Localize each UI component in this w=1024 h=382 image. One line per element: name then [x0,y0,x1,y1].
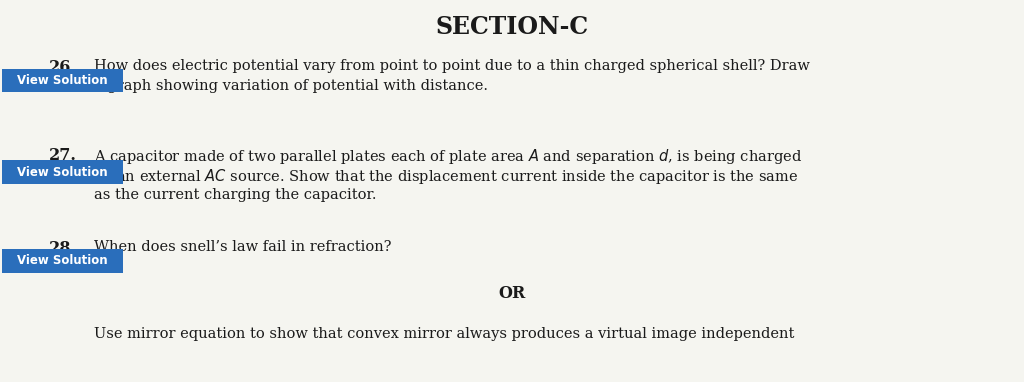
Text: 27.: 27. [49,147,77,164]
Text: as the current charging the capacitor.: as the current charging the capacitor. [94,188,377,202]
Text: 28.: 28. [49,240,77,257]
Text: View Solution: View Solution [17,74,108,87]
Text: View Solution: View Solution [17,166,108,179]
Text: OR: OR [499,285,525,302]
Text: a graph showing variation of potential with distance.: a graph showing variation of potential w… [94,79,488,93]
FancyBboxPatch shape [2,69,123,92]
Text: When does snell’s law fail in refraction?: When does snell’s law fail in refraction… [94,240,392,254]
Text: A capacitor made of two parallel plates each of plate area $A$ and separation $d: A capacitor made of two parallel plates … [94,147,803,166]
Text: 26.: 26. [49,59,77,76]
Text: SECTION-C: SECTION-C [435,15,589,39]
FancyBboxPatch shape [2,249,123,273]
Text: by an external $AC$ source. Show that the displacement current inside the capaci: by an external $AC$ source. Show that th… [94,167,799,186]
Text: View Solution: View Solution [17,254,108,267]
Text: Use mirror equation to show that convex mirror always produces a virtual image i: Use mirror equation to show that convex … [94,327,795,341]
FancyBboxPatch shape [2,160,123,184]
Text: How does electric potential vary from point to point due to a thin charged spher: How does electric potential vary from po… [94,59,810,73]
